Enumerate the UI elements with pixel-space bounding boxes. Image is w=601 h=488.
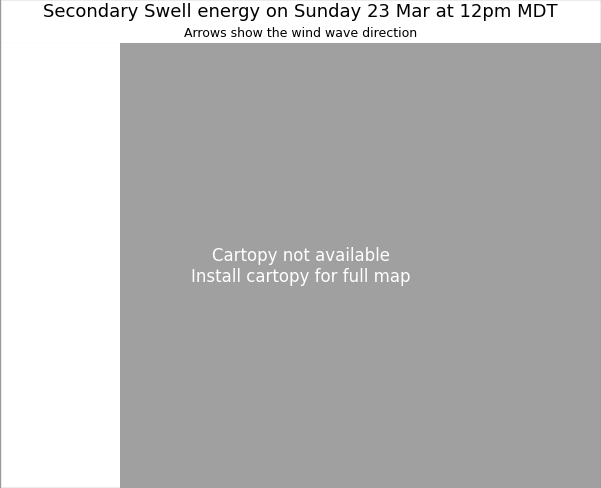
Bar bbox=[120, 44, 601, 488]
Text: Cartopy not available
Install cartopy for full map: Cartopy not available Install cartopy fo… bbox=[191, 246, 410, 285]
Text: Secondary Swell energy on Sunday 23 Mar at 12pm MDT: Secondary Swell energy on Sunday 23 Mar … bbox=[43, 3, 558, 21]
Text: Arrows show the wind wave direction: Arrows show the wind wave direction bbox=[184, 26, 417, 40]
